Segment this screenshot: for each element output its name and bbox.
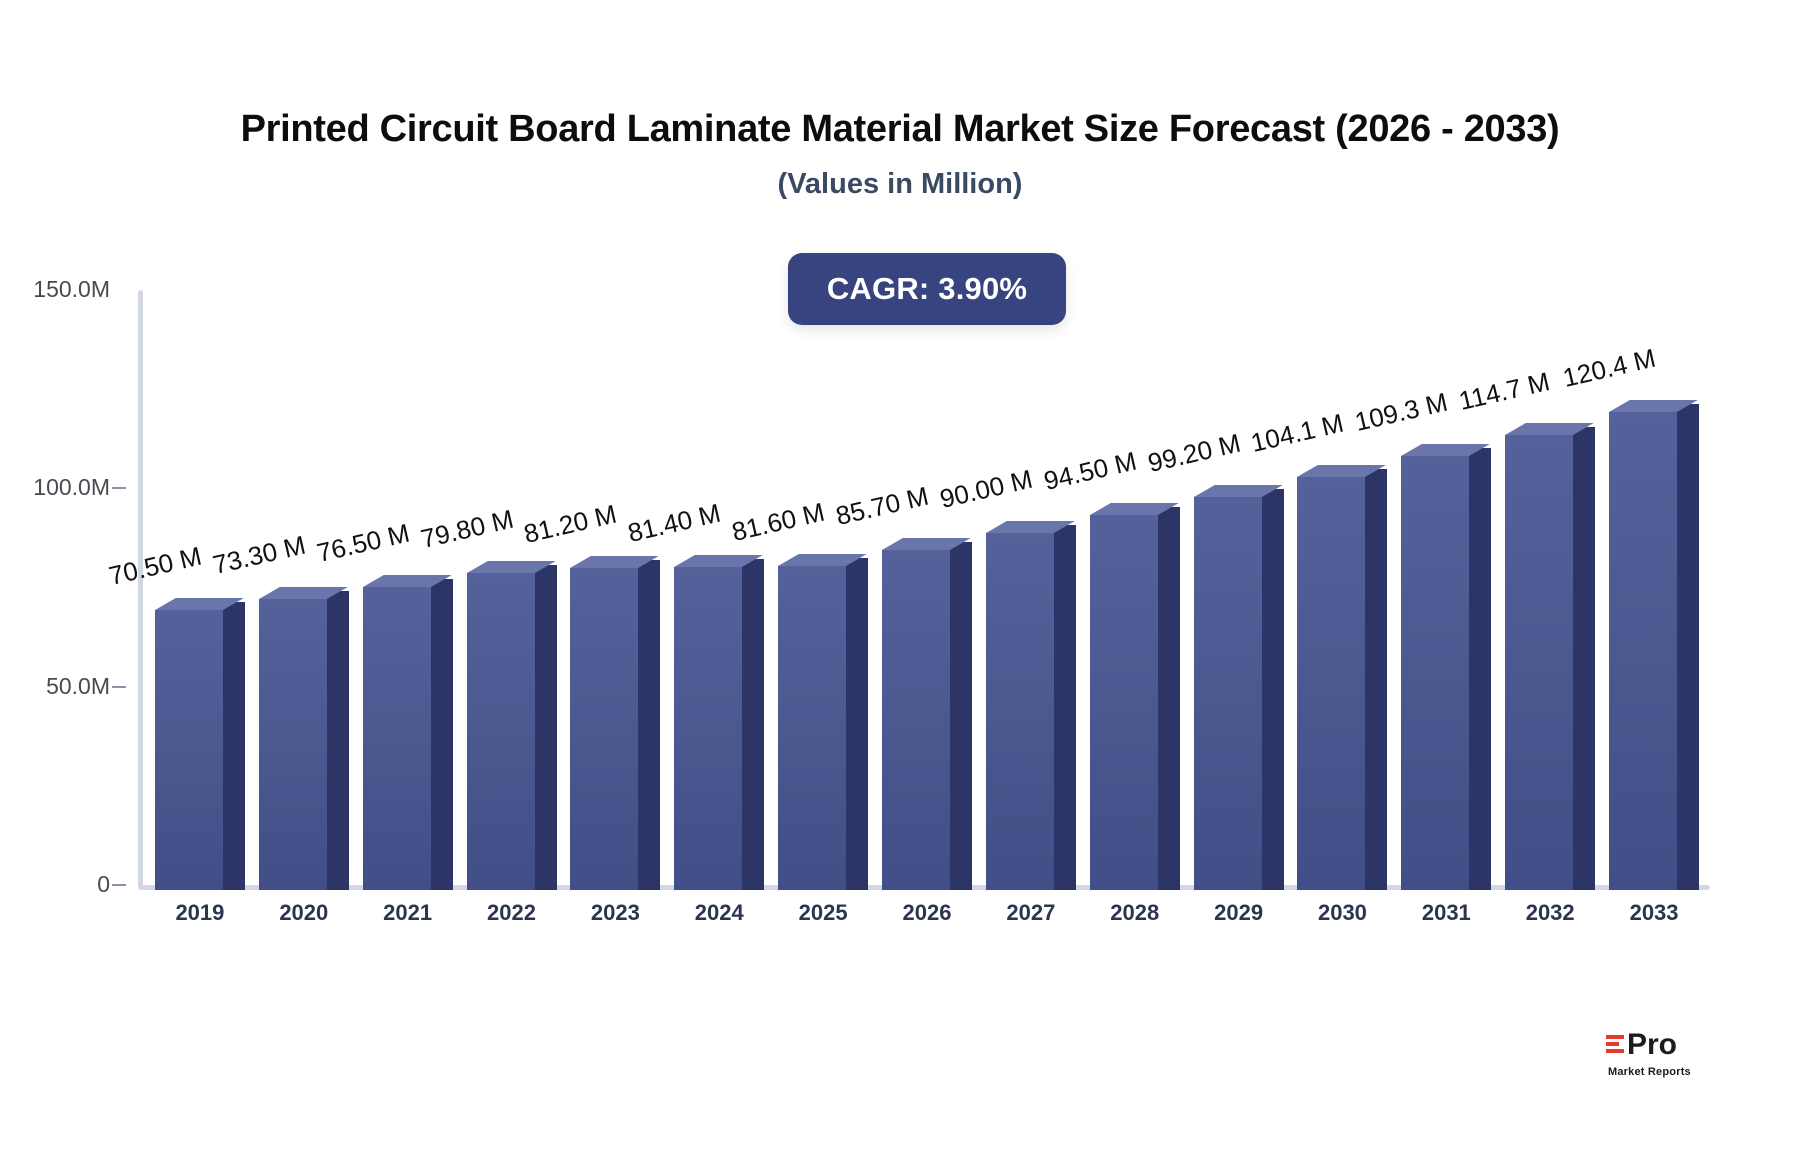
x-tick-label-2026: 2026	[902, 900, 952, 925]
cagr-badge-label: CAGR: 3.90%	[826, 271, 1028, 306]
x-tick-label-2025: 2025	[798, 900, 848, 925]
chart-subtitle: (Values in Million)	[777, 168, 1023, 200]
bar-side	[1261, 488, 1284, 890]
bar-side	[326, 591, 349, 890]
y-tick-label: 50.0M	[46, 672, 110, 699]
bar-side	[430, 578, 453, 890]
bar-face	[570, 567, 639, 890]
bar-side	[1365, 469, 1388, 890]
x-tick-label-2032: 2032	[1525, 900, 1575, 925]
x-tick-label-2024: 2024	[694, 900, 744, 925]
x-tick-label-2031: 2031	[1421, 900, 1471, 925]
bar-value-label: 94.50 M	[1040, 445, 1140, 497]
bar-face	[985, 533, 1054, 890]
x-tick-label-2022: 2022	[487, 900, 536, 925]
bar-value-label: 85.70 M	[833, 480, 932, 532]
bar-2031	[1401, 442, 1492, 890]
bar-2025	[778, 552, 869, 890]
cagr-badge: CAGR: 3.90%	[788, 253, 1066, 325]
bar-face	[362, 586, 431, 890]
y-tick-dash	[112, 487, 126, 490]
bar-value-label: 81.60 M	[729, 496, 828, 548]
x-tick-label-2019: 2019	[175, 900, 225, 925]
bar-2022	[466, 559, 557, 890]
bar-2023	[570, 554, 661, 890]
bar-face	[778, 566, 847, 890]
bar-2021	[362, 573, 453, 890]
bar-face	[258, 599, 327, 890]
bar-side	[1469, 448, 1492, 890]
bar-2027	[985, 519, 1076, 890]
bar-side	[1053, 525, 1076, 890]
bar-face	[466, 573, 535, 890]
bar-side	[1157, 507, 1180, 890]
y-tick-3: 0	[10, 871, 110, 897]
bar-value-label: 79.80 M	[417, 504, 516, 555]
bar-2028	[1089, 501, 1180, 890]
bar-value-label: 90.00 M	[936, 463, 1036, 515]
bar-side	[742, 559, 765, 890]
bar-2029	[1193, 483, 1284, 890]
bar-value-label: 81.20 M	[521, 498, 620, 549]
bar-face	[1401, 456, 1470, 890]
x-tick-label-2028: 2028	[1110, 900, 1160, 925]
logo-subtitle: Market Reports	[1608, 1066, 1691, 1078]
y-tick-label: 150.0M	[33, 276, 110, 302]
bar-side	[1573, 427, 1596, 890]
y-axis-line	[138, 290, 143, 890]
y-tick-label: 0	[97, 871, 110, 897]
bar-face	[882, 550, 950, 890]
bar-face	[1089, 515, 1158, 890]
bar-side	[534, 565, 557, 890]
bar-2030	[1297, 463, 1388, 890]
bar-face	[1609, 412, 1678, 890]
bar-value-label: 114.7 M	[1456, 366, 1553, 417]
bar-side	[1677, 404, 1700, 890]
bar-2024	[674, 553, 765, 890]
x-tick-label-2023: 2023	[590, 900, 640, 925]
bar-value-label: 73.30 M	[209, 529, 309, 581]
y-tick-dash	[112, 884, 126, 886]
y-tick-1: 100.0M	[10, 474, 110, 501]
bar-2032	[1505, 421, 1596, 890]
bar-value-label: 109.3 M	[1352, 387, 1451, 438]
bar-value-label: 81.40 M	[625, 497, 724, 549]
bar-2033	[1609, 398, 1700, 890]
x-tick-label-2021: 2021	[383, 900, 433, 925]
x-tick-label-2029: 2029	[1214, 900, 1264, 925]
bar-value-label: 104.1 M	[1248, 407, 1347, 459]
bar-value-label: 120.4 M	[1560, 343, 1659, 394]
bar-face	[1193, 496, 1262, 890]
logo-bars-icon	[1606, 1034, 1626, 1056]
chart-title: Printed Circuit Board Laminate Material …	[240, 108, 1560, 150]
bar-2026	[882, 536, 972, 890]
x-tick-label-2030: 2030	[1317, 900, 1367, 925]
bar-side	[222, 602, 245, 890]
x-tick-label-2020: 2020	[279, 900, 329, 925]
bar-2020	[258, 585, 349, 890]
bar-2019	[154, 596, 245, 890]
y-tick-label: 100.0M	[33, 474, 110, 501]
bar-value-label: 70.50 M	[105, 541, 205, 592]
bar-side	[846, 558, 869, 890]
x-tick-label-2033: 2033	[1629, 900, 1679, 925]
bar-side	[950, 542, 972, 890]
x-tick-label-2027: 2027	[1006, 900, 1056, 925]
logo-mark: Pro	[1606, 1030, 1677, 1060]
bar-face	[154, 610, 223, 890]
y-tick-0: 150.0M	[10, 276, 110, 302]
brand-logo: Pro Market Reports	[1606, 1030, 1746, 1088]
bar-value-label: 99.20 M	[1144, 427, 1243, 478]
y-tick-dash	[112, 685, 126, 688]
bar-face	[674, 567, 743, 890]
bar-face	[1297, 477, 1366, 890]
logo-word: Pro	[1627, 1028, 1678, 1061]
bar-side	[638, 559, 661, 890]
y-tick-2: 50.0M	[10, 672, 110, 699]
bar-face	[1505, 435, 1574, 890]
bar-value-label: 76.50 M	[313, 517, 412, 568]
